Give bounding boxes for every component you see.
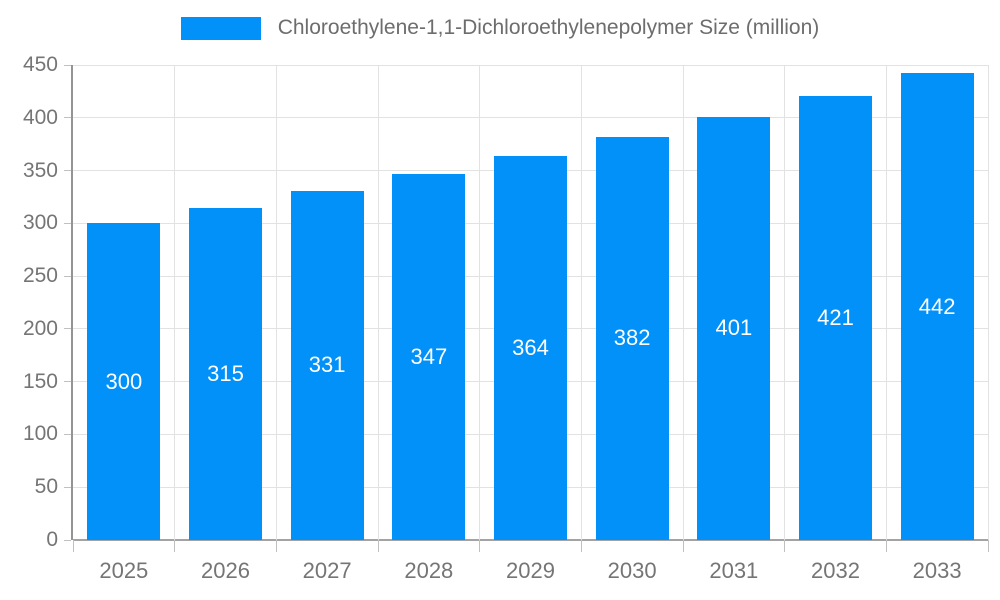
x-axis-tick (377, 540, 379, 552)
x-axis-tick (682, 540, 684, 552)
x-axis-tick (580, 540, 582, 552)
x-axis-tick-label: 2033 (912, 558, 962, 583)
bar-2026[interactable] (189, 207, 262, 540)
bar-value-label: 315 (207, 360, 244, 386)
bar-value-label: 442 (918, 293, 956, 319)
y-axis-line (71, 65, 73, 540)
y-axis-tick-label: 0 (46, 528, 58, 551)
x-axis-tick-label: 2028 (404, 558, 454, 583)
bar-value-label: 401 (715, 315, 753, 341)
bar-2027[interactable] (290, 190, 364, 540)
v-gridline (479, 65, 481, 540)
y-axis-tick-label: 200 (22, 316, 58, 340)
v-gridline (377, 65, 379, 540)
x-axis-tick-label: 2029 (506, 558, 555, 583)
bar-2028[interactable] (392, 173, 466, 540)
bar-2030[interactable] (595, 136, 669, 540)
legend-swatch (180, 16, 261, 40)
x-axis-line (73, 539, 988, 541)
v-gridline (682, 65, 684, 540)
y-axis-tick-label: 250 (22, 264, 58, 288)
x-axis-tick-label: 2031 (709, 558, 759, 583)
bar-value-label: 364 (512, 334, 549, 360)
x-axis-tick (72, 540, 74, 552)
y-axis-tick (64, 486, 71, 488)
y-axis-tick (64, 328, 71, 330)
bar-2032[interactable] (799, 95, 872, 540)
v-gridline (174, 65, 176, 540)
h-gridline (73, 64, 988, 66)
plot-area: 300 315 331 347 364 382 401 421 442 (64, 64, 989, 552)
x-axis-tick (479, 540, 481, 552)
bar-2033[interactable] (900, 73, 974, 540)
y-axis-tick (64, 222, 71, 224)
x-axis-tick (784, 540, 786, 552)
bar-value-label: 382 (613, 325, 651, 351)
v-gridline (987, 65, 989, 540)
x-axis-tick (174, 540, 176, 552)
y-axis-tick (64, 64, 71, 66)
x-axis-tick-label: 2030 (607, 558, 657, 583)
y-axis-tick (64, 275, 71, 277)
bar-value-label: 421 (817, 304, 854, 330)
y-axis-tick-label: 450 (22, 53, 58, 76)
x-axis-tick-label: 2027 (302, 558, 352, 583)
bar-2029[interactable] (494, 155, 567, 540)
legend-item[interactable]: Chloroethylene-1,1-Dichloroethylenepolym… (0, 16, 1000, 40)
x-axis-tick-label: 2025 (99, 558, 149, 583)
bar-value-label: 300 (105, 368, 143, 394)
y-axis-tick (64, 117, 71, 119)
h-gridline (73, 117, 988, 119)
y-axis-tick-label: 100 (22, 422, 58, 446)
bar-2025[interactable] (87, 223, 161, 540)
x-axis-tick (275, 540, 277, 552)
y-axis-tick (64, 381, 71, 383)
y-axis-tick-label: 300 (22, 211, 58, 235)
x-axis-tick (987, 540, 989, 552)
v-gridline (885, 65, 887, 540)
y-axis-tick (64, 433, 71, 435)
bar-2031[interactable] (697, 116, 771, 540)
bar-value-label: 347 (410, 343, 448, 369)
x-axis-tick-label: 2032 (811, 558, 860, 583)
y-axis-tick-label: 400 (22, 105, 58, 129)
y-axis-tick-label: 150 (22, 369, 58, 393)
x-axis-tick (885, 540, 887, 552)
y-axis-tick (64, 539, 71, 541)
v-gridline (784, 65, 786, 540)
legend-label: Chloroethylene-1,1-Dichloroethylenepolym… (277, 16, 820, 39)
y-axis-tick (64, 170, 71, 172)
v-gridline (275, 65, 277, 540)
y-axis-tick-label: 50 (34, 475, 58, 499)
bar-value-label: 331 (308, 352, 346, 378)
y-axis-tick-label: 350 (22, 158, 58, 182)
v-gridline (580, 65, 582, 540)
x-axis-tick-label: 2026 (201, 558, 250, 583)
